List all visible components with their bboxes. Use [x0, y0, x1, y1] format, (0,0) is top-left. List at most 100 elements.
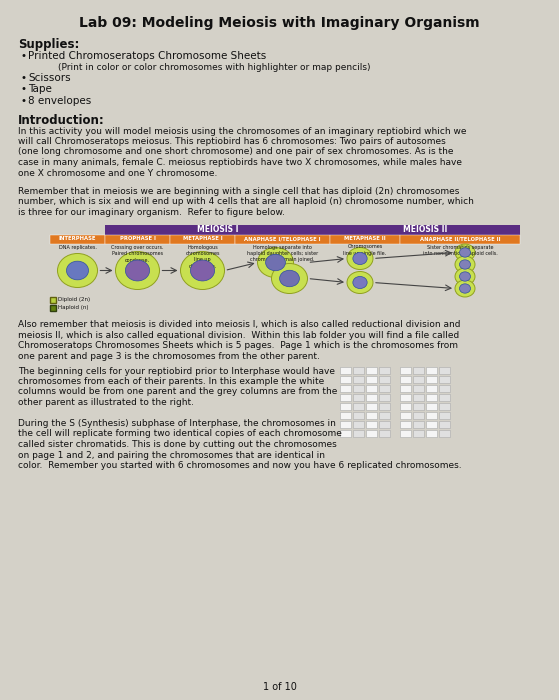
Bar: [439, 412, 450, 419]
Text: the cell will replicate forming two identical copies of each chromosome: the cell will replicate forming two iden…: [18, 430, 342, 438]
Text: During the S (Synthesis) subphase of Interphase, the chromosomes in: During the S (Synthesis) subphase of Int…: [18, 419, 336, 428]
Bar: [413, 367, 424, 374]
Bar: [400, 412, 411, 419]
Text: other parent as illustrated to the right.: other parent as illustrated to the right…: [18, 398, 194, 407]
Bar: [50, 304, 56, 311]
Bar: [50, 297, 56, 302]
Ellipse shape: [459, 248, 471, 257]
Text: Diploid (2n): Diploid (2n): [58, 297, 90, 302]
Bar: [366, 412, 377, 419]
Bar: [353, 402, 364, 409]
Text: INTERPHASE: INTERPHASE: [59, 237, 96, 242]
Text: Chromosomes: Chromosomes: [347, 244, 382, 249]
Bar: [340, 393, 351, 400]
Bar: [400, 375, 411, 382]
Text: Scissors: Scissors: [28, 73, 70, 83]
Text: color.  Remember you started with 6 chromosomes and now you have 6 replicated ch: color. Remember you started with 6 chrom…: [18, 461, 462, 470]
Text: Tape: Tape: [28, 85, 52, 95]
Ellipse shape: [347, 248, 373, 270]
Text: The beginning cells for your reptiobird prior to Interphase would have: The beginning cells for your reptiobird …: [18, 367, 335, 375]
Text: Lab 09: Modeling Meiosis with Imaginary Organism: Lab 09: Modeling Meiosis with Imaginary …: [79, 16, 480, 30]
Bar: [400, 384, 411, 391]
Bar: [439, 367, 450, 374]
Text: •: •: [21, 85, 27, 95]
Text: number, which is six and will end up with 4 cells that are all haploid (n) chrom: number, which is six and will end up wit…: [18, 197, 474, 206]
Bar: [439, 375, 450, 382]
Ellipse shape: [272, 263, 307, 293]
Bar: [353, 430, 364, 437]
Ellipse shape: [191, 260, 215, 281]
Bar: [366, 393, 377, 400]
Bar: [413, 402, 424, 409]
Bar: [340, 367, 351, 374]
Ellipse shape: [347, 272, 373, 293]
Bar: [366, 402, 377, 409]
Ellipse shape: [459, 272, 471, 281]
Ellipse shape: [181, 251, 225, 290]
Text: •: •: [21, 73, 27, 83]
Bar: [353, 367, 364, 374]
Bar: [353, 393, 364, 400]
Text: line up single file.: line up single file.: [343, 251, 387, 256]
Text: Also remember that meiosis is divided into meiosis I, which is also called reduc: Also remember that meiosis is divided in…: [18, 321, 461, 330]
Text: MEIOSIS II: MEIOSIS II: [403, 225, 447, 234]
Text: line up: line up: [194, 258, 211, 262]
Text: one parent and page 3 is the chromosomes from the other parent.: one parent and page 3 is the chromosomes…: [18, 352, 320, 361]
Bar: [413, 384, 424, 391]
Ellipse shape: [258, 248, 293, 277]
Bar: [340, 402, 351, 409]
Text: called sister chromatids. This is done by cutting out the chromosomes: called sister chromatids. This is done b…: [18, 440, 337, 449]
Bar: [426, 367, 437, 374]
Text: •: •: [21, 96, 27, 106]
Bar: [353, 421, 364, 428]
Text: double file.: double file.: [189, 264, 216, 269]
Text: haploid daughter cells; sister: haploid daughter cells; sister: [247, 251, 318, 256]
Bar: [340, 430, 351, 437]
Text: Remember that in meiosis we are beginning with a single cell that has diploid (2: Remember that in meiosis we are beginnin…: [18, 187, 459, 196]
Text: Supplies:: Supplies:: [18, 38, 79, 51]
Bar: [379, 384, 390, 391]
Bar: [413, 375, 424, 382]
Bar: [340, 421, 351, 428]
Bar: [439, 421, 450, 428]
Bar: [366, 367, 377, 374]
Text: Haploid (n): Haploid (n): [58, 305, 88, 310]
Text: chromosomes from each of their parents. In this example the white: chromosomes from each of their parents. …: [18, 377, 324, 386]
Text: condense.: condense.: [125, 258, 150, 262]
Bar: [105, 225, 330, 235]
Bar: [426, 375, 437, 382]
Text: ANAPHASE II/TELOPHASE II: ANAPHASE II/TELOPHASE II: [420, 237, 500, 242]
Bar: [366, 375, 377, 382]
Bar: [400, 234, 520, 244]
Text: will call Chromoseratops meiosus. This reptiobird has 6 chromosomes: Two pairs o: will call Chromoseratops meiosus. This r…: [18, 137, 446, 146]
Text: on page 1 and 2, and pairing the chromosomes that are identical in: on page 1 and 2, and pairing the chromos…: [18, 451, 325, 459]
Bar: [379, 402, 390, 409]
Ellipse shape: [459, 260, 471, 270]
Text: Crossing over occurs.: Crossing over occurs.: [111, 244, 164, 249]
Bar: [50, 234, 105, 244]
Bar: [413, 430, 424, 437]
Text: Chromoseratops Chromosomes Sheets which is 5 pages.  Page 1 which is the chromos: Chromoseratops Chromosomes Sheets which …: [18, 342, 458, 351]
Bar: [400, 421, 411, 428]
Bar: [105, 234, 170, 244]
Text: meiosis II, which is also called equational division.  Within this lab folder yo: meiosis II, which is also called equatio…: [18, 331, 459, 340]
Ellipse shape: [455, 280, 475, 297]
Bar: [379, 421, 390, 428]
Ellipse shape: [67, 261, 88, 280]
Bar: [426, 393, 437, 400]
Bar: [340, 384, 351, 391]
Bar: [413, 393, 424, 400]
Bar: [400, 367, 411, 374]
Text: columns would be from one parent and the grey columns are from the: columns would be from one parent and the…: [18, 388, 338, 396]
Bar: [400, 393, 411, 400]
Text: 1 of 10: 1 of 10: [263, 682, 296, 692]
Bar: [379, 375, 390, 382]
Text: ANAPHASE I/TELOPHASE I: ANAPHASE I/TELOPHASE I: [244, 237, 321, 242]
Bar: [379, 430, 390, 437]
Text: Paired chromosomes: Paired chromosomes: [112, 251, 163, 256]
Text: Printed Chromoseratops Chromosome Sheets: Printed Chromoseratops Chromosome Sheets: [28, 51, 266, 61]
Bar: [426, 384, 437, 391]
Ellipse shape: [266, 254, 286, 271]
Text: is three for our imaginary organism.  Refer to figure below.: is three for our imaginary organism. Ref…: [18, 208, 285, 217]
Text: Introduction:: Introduction:: [18, 115, 105, 127]
